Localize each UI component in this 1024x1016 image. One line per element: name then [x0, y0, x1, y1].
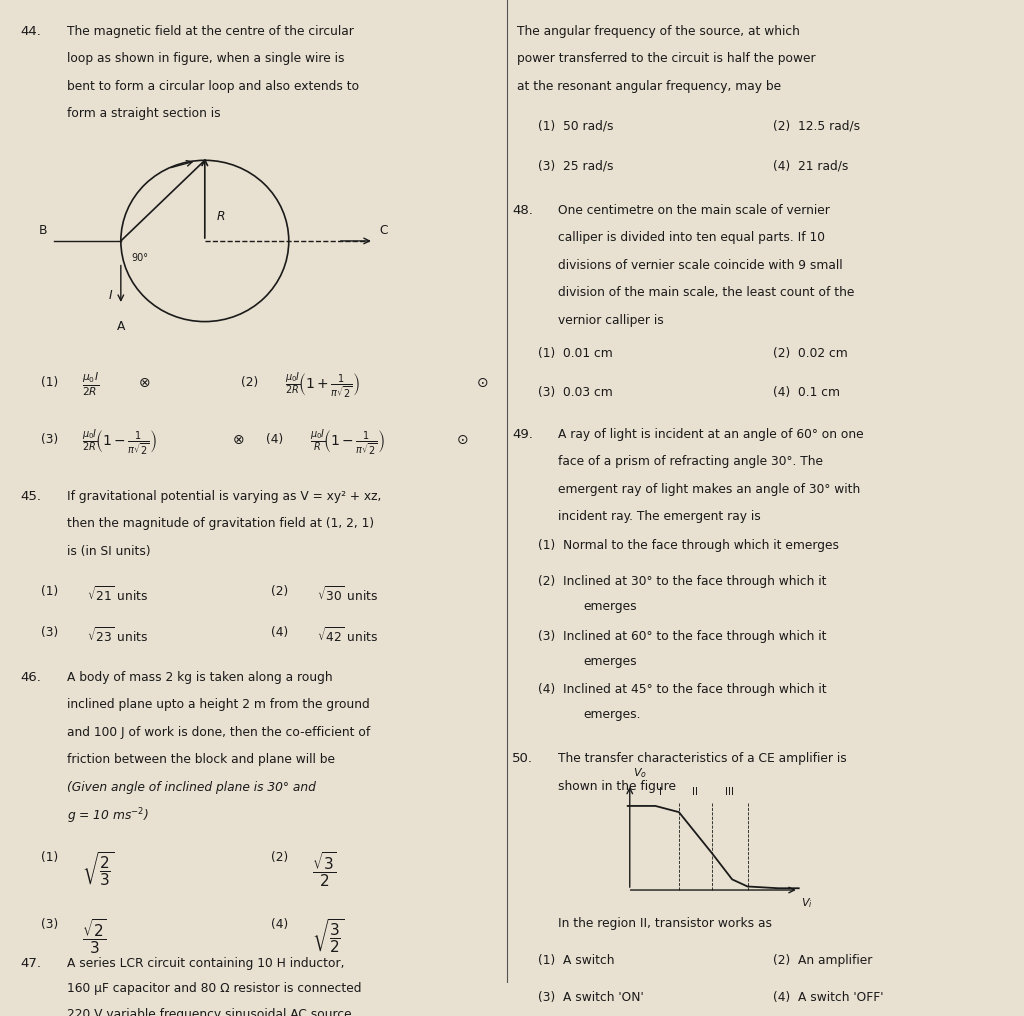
Text: $\sqrt{30}$ units: $\sqrt{30}$ units	[317, 585, 379, 604]
Text: (1): (1)	[41, 376, 58, 389]
Text: One centimetre on the main scale of vernier: One centimetre on the main scale of vern…	[558, 203, 830, 216]
Text: 160 μF capacitor and 80 Ω resistor is connected: 160 μF capacitor and 80 Ω resistor is co…	[67, 982, 361, 996]
Text: A ray of light is incident at an angle of 60° on one: A ray of light is incident at an angle o…	[558, 428, 863, 441]
Text: division of the main scale, the least count of the: division of the main scale, the least co…	[558, 287, 854, 299]
Text: (2): (2)	[271, 585, 289, 598]
Text: 48.: 48.	[512, 203, 532, 216]
Text: 47.: 47.	[20, 957, 42, 970]
Text: (4)  A switch 'OFF': (4) A switch 'OFF'	[773, 992, 884, 1004]
Text: calliper is divided into ten equal parts. If 10: calliper is divided into ten equal parts…	[558, 231, 825, 244]
Text: (3)  0.03 cm: (3) 0.03 cm	[538, 386, 612, 399]
Text: (1)  50 rad/s: (1) 50 rad/s	[538, 120, 613, 133]
Text: 50.: 50.	[512, 752, 534, 765]
Text: face of a prism of refracting angle 30°. The: face of a prism of refracting angle 30°.…	[558, 455, 823, 468]
Text: (2)  0.02 cm: (2) 0.02 cm	[773, 347, 848, 360]
Text: B: B	[39, 224, 47, 237]
Text: I: I	[659, 786, 662, 797]
Text: 44.: 44.	[20, 24, 41, 38]
Text: emergent ray of light makes an angle of 30° with: emergent ray of light makes an angle of …	[558, 483, 860, 496]
Text: $\odot$: $\odot$	[476, 376, 488, 390]
Text: R: R	[217, 210, 225, 224]
Text: $\odot$: $\odot$	[456, 433, 468, 447]
Text: $\dfrac{\sqrt{3}}{2}$: $\dfrac{\sqrt{3}}{2}$	[312, 850, 337, 889]
Text: (3): (3)	[41, 917, 58, 931]
Text: (1)  Normal to the face through which it emerges: (1) Normal to the face through which it …	[538, 538, 839, 552]
Text: (2)  An amplifier: (2) An amplifier	[773, 954, 872, 967]
Text: (3)  Inclined at 60° to the face through which it: (3) Inclined at 60° to the face through …	[538, 630, 826, 643]
Text: I: I	[109, 289, 113, 302]
Text: (2)  Inclined at 30° to the face through which it: (2) Inclined at 30° to the face through …	[538, 575, 826, 588]
Text: shown in the figure: shown in the figure	[558, 780, 676, 792]
Text: III: III	[725, 786, 733, 797]
Text: is (in SI units): is (in SI units)	[67, 545, 151, 558]
Text: (3): (3)	[41, 627, 58, 639]
Text: (Given angle of inclined plane is 30° and: (Given angle of inclined plane is 30° an…	[67, 781, 315, 793]
Text: A body of mass 2 kg is taken along a rough: A body of mass 2 kg is taken along a rou…	[67, 671, 332, 684]
Text: The angular frequency of the source, at which: The angular frequency of the source, at …	[517, 24, 800, 38]
Text: $\frac{\mu_0 I}{2R}\!\left(1+\frac{1}{\pi\sqrt{2}}\right)$: $\frac{\mu_0 I}{2R}\!\left(1+\frac{1}{\p…	[285, 371, 359, 401]
Text: 220 V variable frequency sinusoidal AC source.: 220 V variable frequency sinusoidal AC s…	[67, 1008, 355, 1016]
Text: 45.: 45.	[20, 490, 42, 503]
Text: friction between the block and plane will be: friction between the block and plane wil…	[67, 753, 335, 766]
Text: (4): (4)	[271, 917, 289, 931]
Text: (4): (4)	[271, 627, 289, 639]
Text: $V_o$: $V_o$	[633, 766, 647, 780]
Text: $\sqrt{21}$ units: $\sqrt{21}$ units	[87, 585, 148, 604]
Text: inclined plane upto a height 2 m from the ground: inclined plane upto a height 2 m from th…	[67, 698, 370, 711]
Text: (2)  12.5 rad/s: (2) 12.5 rad/s	[773, 120, 860, 133]
Text: (4): (4)	[266, 433, 284, 446]
Text: emerges: emerges	[584, 599, 637, 613]
Text: form a straight section is: form a straight section is	[67, 108, 220, 120]
Text: $\sqrt{42}$ units: $\sqrt{42}$ units	[317, 627, 379, 645]
Text: at the resonant angular frequency, may be: at the resonant angular frequency, may b…	[517, 79, 781, 92]
Text: The transfer characteristics of a CE amplifier is: The transfer characteristics of a CE amp…	[558, 752, 847, 765]
Text: (1)  0.01 cm: (1) 0.01 cm	[538, 347, 612, 360]
Text: $\otimes$: $\otimes$	[232, 433, 245, 447]
Text: (4)  21 rad/s: (4) 21 rad/s	[773, 160, 849, 173]
Text: $\otimes$: $\otimes$	[138, 376, 151, 390]
Text: A: A	[117, 320, 125, 332]
Text: $g$ = 10 ms$^{-2}$): $g$ = 10 ms$^{-2}$)	[67, 807, 148, 826]
Text: $\frac{\mu_0 I}{2R}$: $\frac{\mu_0 I}{2R}$	[82, 371, 99, 398]
Text: If gravitational potential is varying as V = xy² + xz,: If gravitational potential is varying as…	[67, 490, 381, 503]
Text: $\frac{\mu_0 I}{R}\!\left(1-\frac{1}{\pi\sqrt{2}}\right)$: $\frac{\mu_0 I}{R}\!\left(1-\frac{1}{\pi…	[310, 428, 385, 458]
Text: emerges.: emerges.	[584, 708, 641, 721]
Text: (2): (2)	[271, 850, 289, 864]
Text: $\sqrt{\dfrac{3}{2}}$: $\sqrt{\dfrac{3}{2}}$	[312, 917, 345, 955]
Text: (3)  25 rad/s: (3) 25 rad/s	[538, 160, 613, 173]
Text: emerges: emerges	[584, 655, 637, 668]
Text: incident ray. The emergent ray is: incident ray. The emergent ray is	[558, 510, 761, 523]
Text: then the magnitude of gravitation field at (1, 2, 1): then the magnitude of gravitation field …	[67, 517, 374, 530]
Text: A series LCR circuit containing 10 H inductor,: A series LCR circuit containing 10 H ind…	[67, 957, 344, 970]
Text: (1)  A switch: (1) A switch	[538, 954, 614, 967]
Text: 90°: 90°	[131, 253, 148, 263]
Text: 46.: 46.	[20, 671, 41, 684]
Text: (2): (2)	[241, 376, 258, 389]
Text: and 100 J of work is done, then the co-efficient of: and 100 J of work is done, then the co-e…	[67, 725, 370, 739]
Text: (4)  Inclined at 45° to the face through which it: (4) Inclined at 45° to the face through …	[538, 684, 826, 697]
Text: loop as shown in figure, when a single wire is: loop as shown in figure, when a single w…	[67, 52, 344, 65]
Text: (3): (3)	[41, 433, 58, 446]
Text: (3)  A switch 'ON': (3) A switch 'ON'	[538, 992, 643, 1004]
Text: power transferred to the circuit is half the power: power transferred to the circuit is half…	[517, 52, 816, 65]
Text: $\frac{\mu_0 I}{2R}\!\left(1-\frac{1}{\pi\sqrt{2}}\right)$: $\frac{\mu_0 I}{2R}\!\left(1-\frac{1}{\p…	[82, 428, 157, 458]
Text: $V_i$: $V_i$	[801, 896, 812, 909]
Text: $\sqrt{\dfrac{2}{3}}$: $\sqrt{\dfrac{2}{3}}$	[82, 850, 115, 888]
Text: (4)  0.1 cm: (4) 0.1 cm	[773, 386, 840, 399]
Text: In the region II, transistor works as: In the region II, transistor works as	[558, 916, 772, 930]
Text: $\sqrt{23}$ units: $\sqrt{23}$ units	[87, 627, 148, 645]
Text: bent to form a circular loop and also extends to: bent to form a circular loop and also ex…	[67, 79, 358, 92]
Text: II: II	[692, 786, 698, 797]
Text: (1): (1)	[41, 850, 58, 864]
Text: 49.: 49.	[512, 428, 532, 441]
Text: vernior calliper is: vernior calliper is	[558, 314, 664, 327]
Text: The magnetic field at the centre of the circular: The magnetic field at the centre of the …	[67, 24, 353, 38]
Text: (1): (1)	[41, 585, 58, 598]
Text: divisions of vernier scale coincide with 9 small: divisions of vernier scale coincide with…	[558, 259, 843, 271]
Text: C: C	[379, 224, 387, 237]
Text: $\dfrac{\sqrt{2}}{3}$: $\dfrac{\sqrt{2}}{3}$	[82, 917, 106, 956]
